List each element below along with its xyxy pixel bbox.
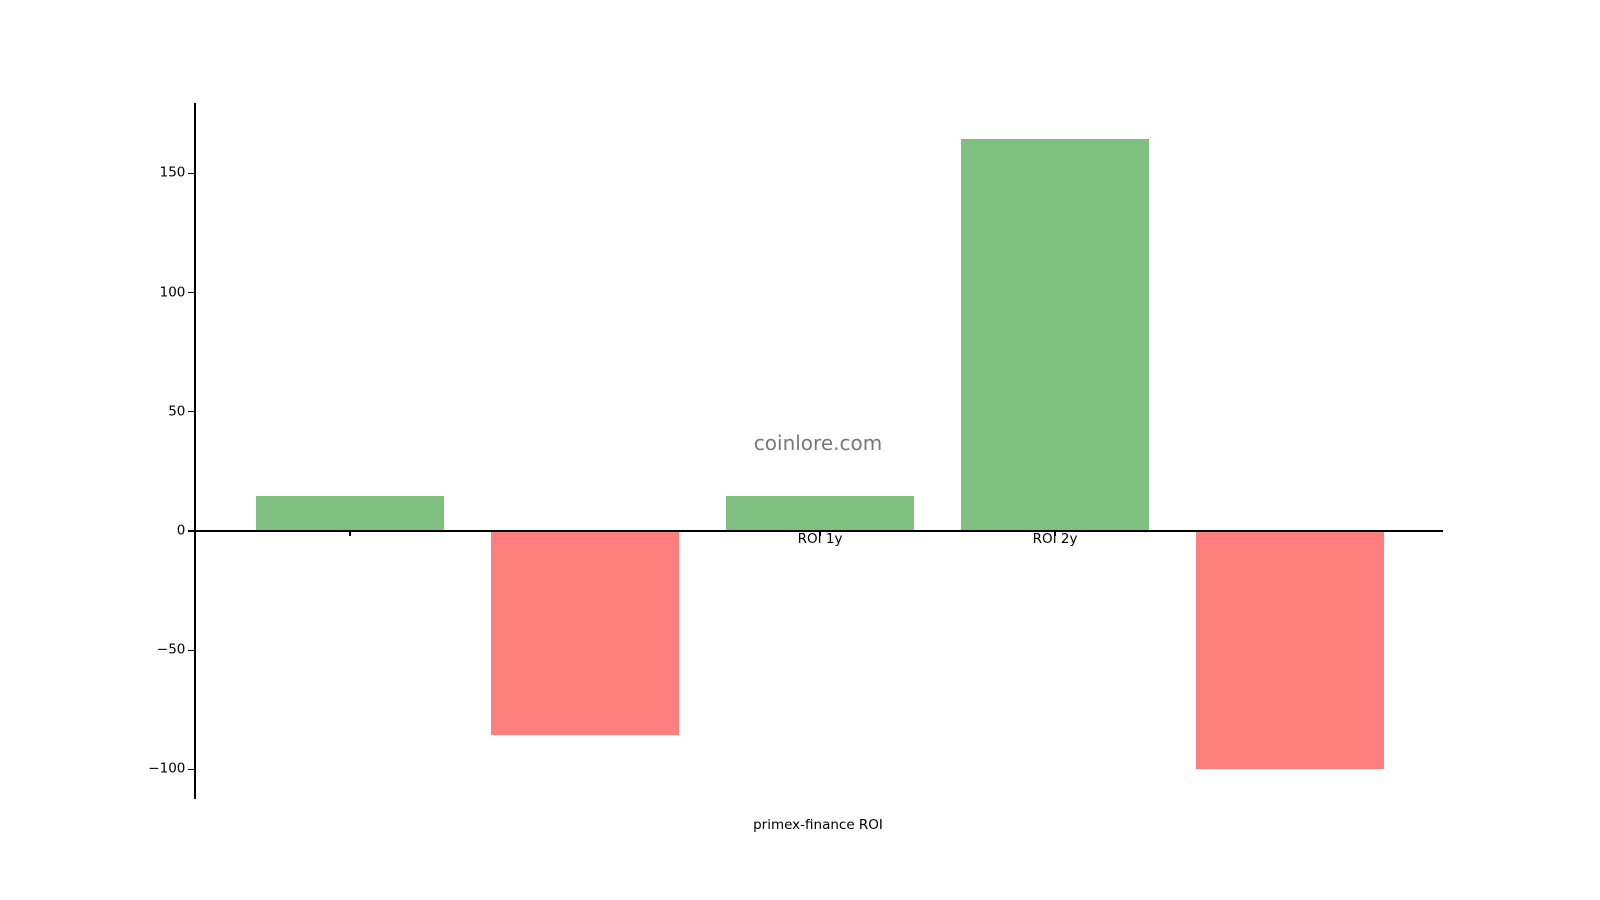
bar-category-4 <box>1196 530 1384 770</box>
y-axis-tick <box>188 649 195 651</box>
x-axis-tick <box>349 530 351 536</box>
y-axis-tick <box>188 411 195 413</box>
x-axis-tick-label: ROI 1y <box>797 531 843 548</box>
bar-roi-1y <box>726 496 914 531</box>
y-axis-tick <box>188 172 195 175</box>
y-axis-tick-label: 150 <box>159 164 186 181</box>
y-axis-tick <box>188 291 195 294</box>
bar-category-1 <box>491 530 679 736</box>
chart-xlabel: primex-finance ROI <box>753 817 883 833</box>
x-axis-tick <box>1054 530 1056 536</box>
y-axis-tick-label: −50 <box>156 641 186 658</box>
bar-roi-2y <box>961 138 1149 531</box>
y-axis-tick <box>188 530 195 532</box>
y-axis-tick-label: 0 <box>176 522 186 539</box>
y-axis-tick <box>188 768 195 771</box>
y-axis-tick-label: −100 <box>148 760 186 777</box>
x-axis-tick <box>819 530 821 536</box>
x-axis-tick-label: ROI 2y <box>1032 531 1078 548</box>
x-axis-zero-line <box>196 530 1443 532</box>
y-axis-tick-label: 100 <box>159 283 186 300</box>
y-axis-tick-label: 50 <box>168 403 186 420</box>
y-axis-spine <box>194 103 196 799</box>
watermark-text: coinlore.com <box>753 431 883 455</box>
bar-category-0 <box>256 496 444 531</box>
